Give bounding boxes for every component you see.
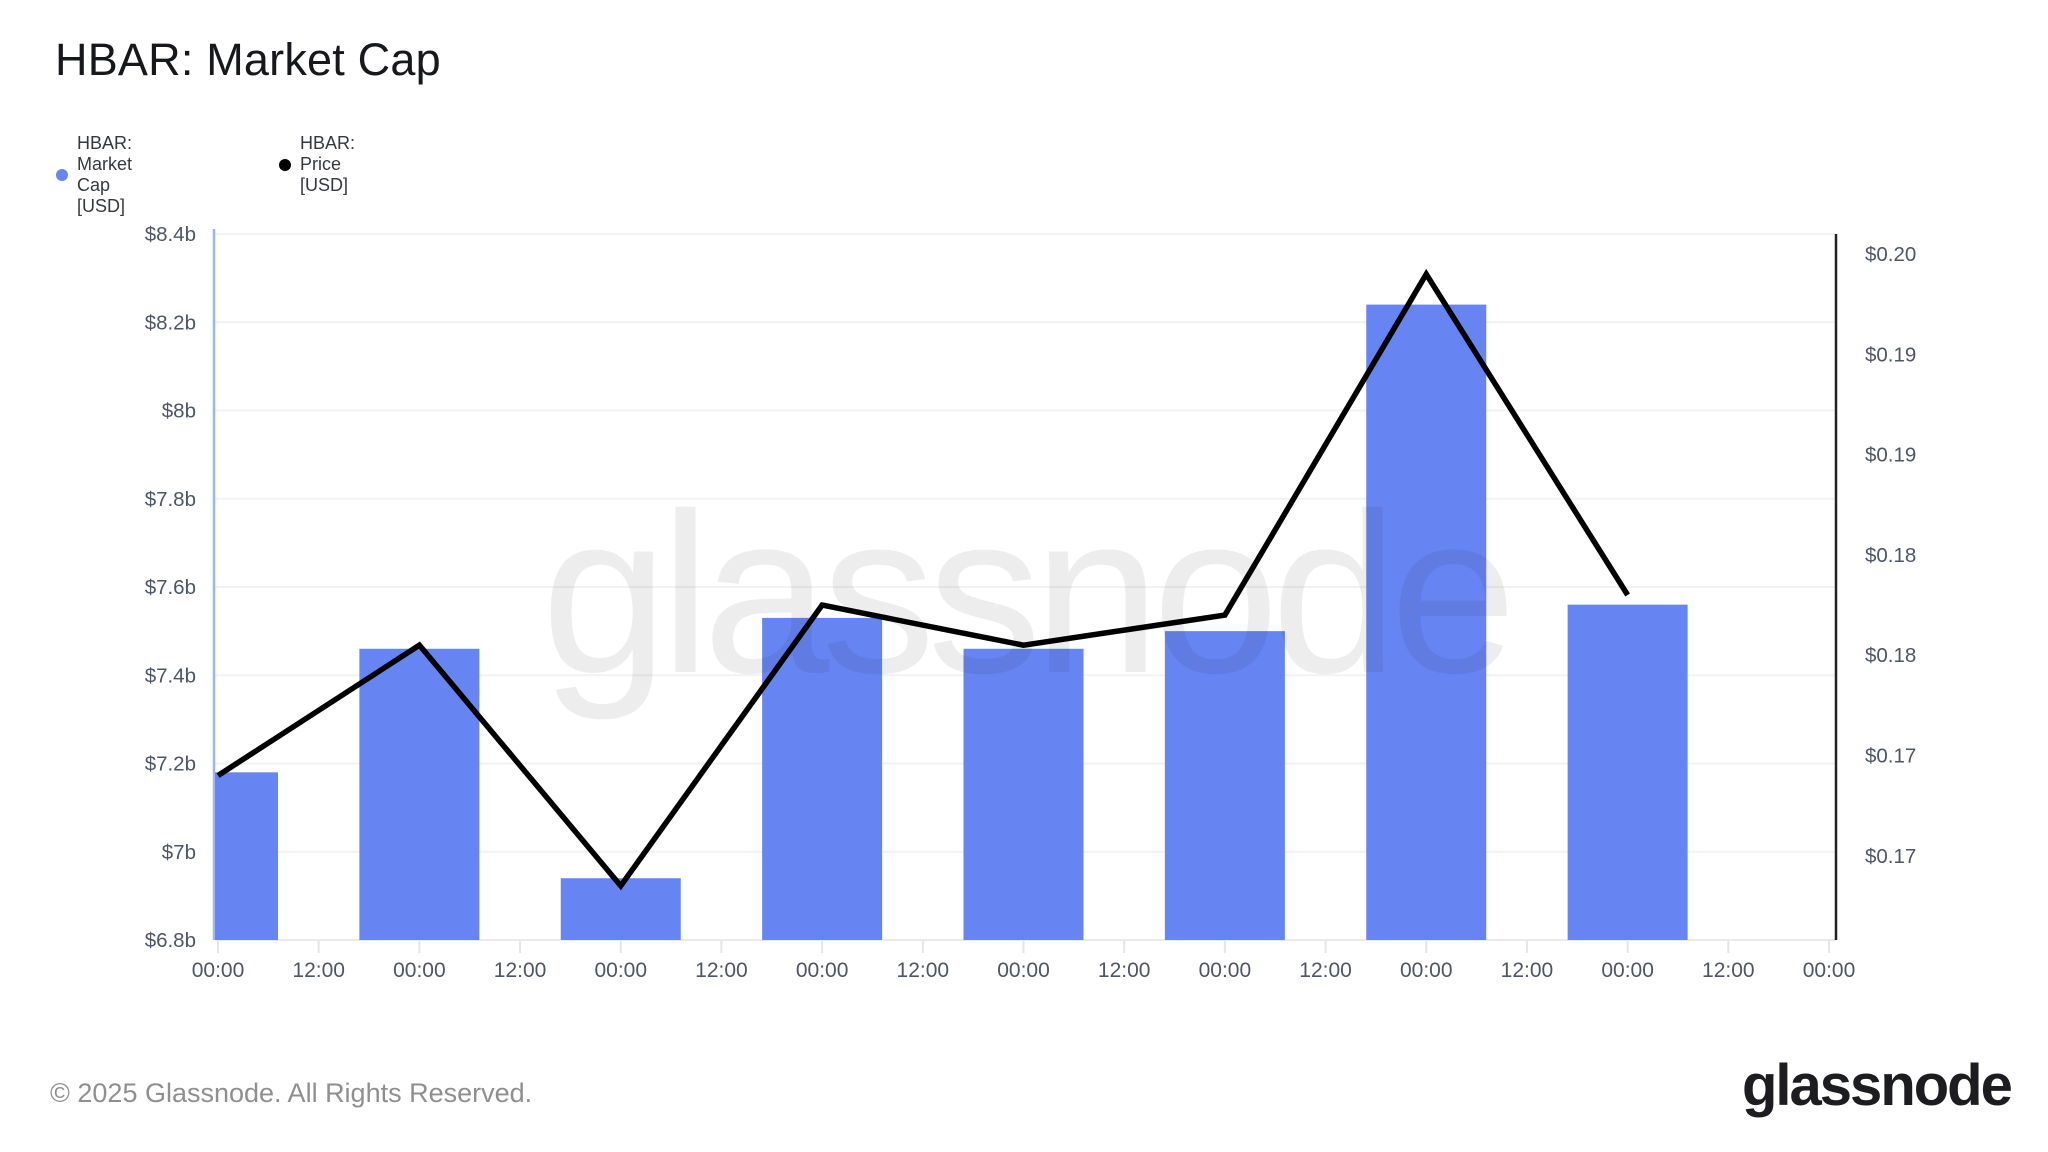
legend-marker-icon [56, 169, 68, 181]
x-axis-tick-label: 12:00 [1702, 959, 1755, 982]
x-axis-tick-label: 12:00 [695, 959, 748, 982]
right-axis-tick-label: $0.19 [1865, 444, 1916, 467]
left-axis-tick-label: $7.6b [145, 576, 196, 599]
left-axis-tick-label: $6.8b [145, 929, 196, 952]
chart-title: HBAR: Market Cap [55, 34, 441, 85]
legend-marker-icon [279, 158, 291, 171]
left-axis-tick-label: $8.2b [145, 311, 196, 334]
market-cap-bar[interactable] [762, 617, 883, 940]
x-axis-tick-label: 00:00 [997, 959, 1050, 982]
glassnode-logo: glassnode [1742, 1053, 2013, 1118]
legend-label: HBAR: Price [USD] [300, 133, 356, 195]
x-axis-tick-label: 00:00 [1400, 959, 1453, 982]
left-axis-tick-label: $7.4b [145, 664, 196, 687]
x-axis-tick-label: 12:00 [897, 959, 950, 982]
x-axis-tick-label: 12:00 [1299, 959, 1352, 982]
right-axis-tick-label: $0.19 [1865, 343, 1916, 366]
legend-item-market-cap[interactable]: HBAR: Market Cap [USD] [56, 133, 132, 217]
x-axis-tick-label: 00:00 [1803, 959, 1856, 982]
market-cap-bar[interactable] [1567, 604, 1688, 940]
price-line[interactable] [216, 268, 1630, 891]
left-axis-tick-label: $7b [162, 841, 196, 864]
right-axis-tick-label: $0.17 [1865, 845, 1916, 868]
x-axis-tick-label: 00:00 [393, 959, 446, 982]
footer-copyright: © 2025 Glassnode. All Rights Reserved. [50, 1078, 533, 1108]
market-cap-bar[interactable] [215, 772, 278, 940]
legend-label: HBAR: Market Cap [USD] [77, 133, 133, 216]
left-axis-tick-label: $7.2b [145, 753, 196, 776]
left-axis-tick-label: $7.8b [145, 488, 196, 511]
left-axis-tick-label: $8.4b [145, 223, 196, 246]
right-axis-tick-label: $0.18 [1865, 544, 1916, 567]
market-cap-bar[interactable] [1164, 631, 1285, 940]
x-axis-tick-label: 12:00 [494, 959, 547, 982]
right-axis-tick-label: $0.18 [1865, 644, 1916, 667]
market-cap-bar[interactable] [359, 648, 480, 940]
x-axis-tick-label: 12:00 [292, 959, 345, 982]
right-axis-tick-label: $0.20 [1865, 243, 1916, 266]
x-axis-tick-label: 00:00 [796, 959, 849, 982]
x-axis-tick-label: 00:00 [192, 959, 245, 982]
market-cap-bar[interactable] [963, 648, 1084, 940]
right-axis-tick-label: $0.17 [1865, 744, 1916, 767]
x-axis-tick-label: 12:00 [1501, 959, 1554, 982]
x-axis-tick-label: 12:00 [1098, 959, 1151, 982]
left-axis-tick-label: $8b [162, 400, 196, 423]
market-cap-bar[interactable] [1366, 304, 1487, 941]
x-axis-tick-label: 00:00 [594, 959, 647, 982]
x-axis-tick-label: 00:00 [1199, 959, 1252, 982]
x-axis-tick-label: 00:00 [1601, 959, 1654, 982]
watermark-text: glassnode [541, 467, 1508, 721]
legend-item-price[interactable]: HBAR: Price [USD] [279, 133, 355, 196]
